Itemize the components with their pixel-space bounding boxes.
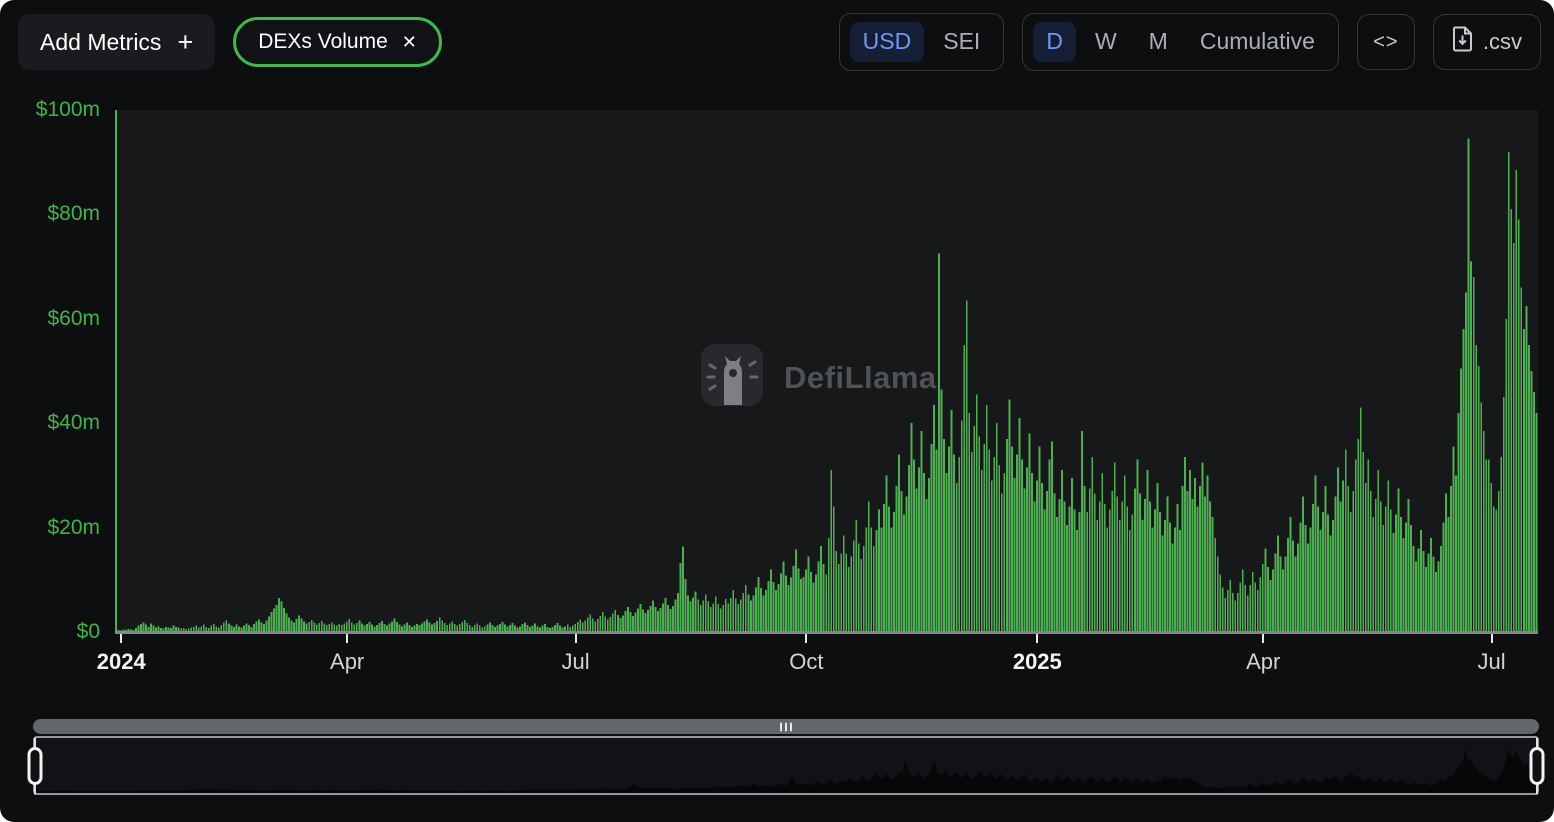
interval-option-monthly[interactable]: M [1136, 22, 1181, 61]
download-csv-button[interactable]: .csv [1432, 14, 1541, 70]
code-icon: <> [1373, 30, 1399, 53]
x-axis-label: 2025 [1012, 649, 1062, 674]
x-axis-label: Jul [561, 649, 590, 674]
interval-option-cumulative[interactable]: Cumulative [1187, 22, 1328, 61]
x-axis-label: 2024 [96, 649, 146, 674]
interval-option-weekly[interactable]: W [1082, 22, 1130, 61]
currency-option-sei[interactable]: SEI [930, 22, 993, 61]
toolbar: Add Metrics + DEXs Volume ✕ USD SEI D W … [18, 13, 1541, 71]
y-axis-label: $40m [47, 411, 100, 435]
x-axis-tick [120, 634, 123, 643]
metric-pill-label: DEXs Volume [258, 30, 388, 53]
add-metrics-label: Add Metrics [40, 28, 162, 55]
x-axis-baseline [115, 631, 1538, 634]
currency-toggle: USD SEI [838, 13, 1005, 71]
embed-code-button[interactable]: <> [1356, 14, 1415, 70]
scrollbar-grip-icon[interactable] [780, 722, 792, 731]
close-icon[interactable]: ✕ [401, 32, 417, 52]
y-axis-label: $20m [47, 515, 100, 539]
file-download-icon [1452, 26, 1473, 58]
x-axis-tick [1490, 634, 1493, 643]
y-axis-label: $0 [76, 620, 100, 643]
y-axis-label: $100m [35, 98, 100, 121]
x-axis-tick [805, 634, 808, 643]
y-axis-label: $60m [47, 306, 100, 330]
y-axis-label: $80m [47, 202, 100, 226]
x-axis-tick [1036, 634, 1039, 643]
add-metrics-button[interactable]: Add Metrics + [18, 14, 216, 70]
x-axis-tick [346, 634, 349, 643]
plus-icon: + [177, 26, 194, 57]
x-axis-tick [574, 634, 577, 643]
volume-bars[interactable] [115, 110, 1538, 632]
currency-option-usd[interactable]: USD [849, 22, 925, 62]
x-axis-label: Apr [330, 649, 365, 674]
chart-scrollbar[interactable] [33, 719, 1539, 734]
brush-right-handle[interactable] [1529, 746, 1545, 785]
x-axis: 2024 Apr Jul Oct 2025 Apr Jul [97, 646, 1538, 678]
brush-sparkline [35, 746, 1537, 793]
interval-option-daily[interactable]: D [1033, 22, 1076, 62]
x-axis-tick [1262, 634, 1265, 643]
y-axis: $0 $20m $40m $60m $80m $100m [0, 98, 100, 643]
brush-left-handle[interactable] [27, 746, 43, 785]
x-axis-label: Jul [1477, 649, 1506, 674]
x-axis-label: Apr [1246, 649, 1281, 674]
csv-label: .csv [1482, 29, 1522, 54]
chart-plot-area[interactable] [115, 110, 1538, 643]
range-brush[interactable] [27, 736, 1545, 795]
metric-pill-dexs-volume[interactable]: DEXs Volume ✕ [233, 17, 442, 67]
x-axis-label: Oct [789, 649, 824, 674]
interval-toggle: D W M Cumulative [1022, 13, 1339, 71]
